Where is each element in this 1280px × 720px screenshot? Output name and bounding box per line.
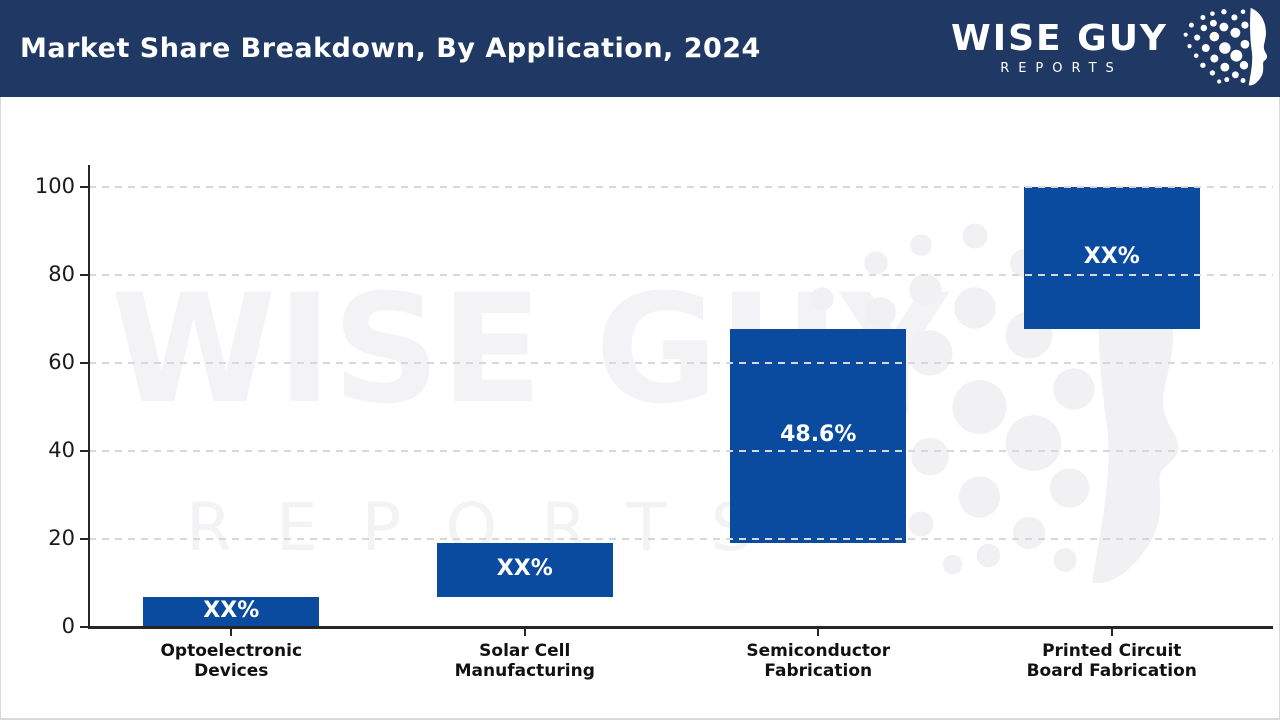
bar (1023, 187, 1200, 330)
y-tick (80, 362, 89, 364)
category-label: Printed Circuit Board Fabrication (1026, 641, 1197, 681)
y-tick (80, 450, 89, 452)
bar-value-label: 48.6% (780, 422, 857, 448)
ytick-label: 0 (61, 614, 75, 638)
brand-text: WISE GUY REPORTS (950, 18, 1168, 77)
ytick-label: 40 (48, 438, 75, 462)
ytick-label: 80 (48, 262, 75, 286)
bar (143, 597, 320, 627)
category-label: Optoelectronic Devices (160, 641, 303, 681)
bar (436, 542, 613, 598)
x-tick (523, 627, 526, 636)
y-tick (80, 186, 89, 188)
ytick-label: 20 (48, 526, 75, 550)
wise-guy-head-icon (1183, 7, 1268, 85)
gridline (89, 186, 1273, 188)
brand-subtitle: REPORTS (1000, 61, 1123, 76)
chart-area: WISE GUY REPORTS XX% Optoelectronic Device… (0, 97, 1280, 720)
page-title: Market Share Breakdown, By Application, … (20, 33, 761, 64)
category-label: Semiconductor Fabrication (746, 641, 891, 681)
gridline (89, 538, 1273, 540)
y-tick (80, 274, 89, 276)
y-tick (80, 538, 89, 540)
gridline (89, 362, 1273, 364)
ytick-label: 100 (34, 174, 75, 198)
bar-value-label: XX% (1083, 244, 1140, 270)
gridline (89, 450, 1273, 452)
x-tick (1110, 627, 1113, 636)
bar-value-label: XX% (496, 556, 553, 582)
x-tick (817, 627, 820, 636)
ytick-label: 60 (48, 350, 75, 374)
brand-logo: WISE GUY REPORTS (951, 6, 1272, 92)
y-axis (88, 165, 90, 629)
header: Market Share Breakdown, By Application, … (0, 0, 1280, 97)
bar-value-label: XX% (203, 598, 260, 624)
x-axis (88, 626, 1273, 629)
gridline (89, 274, 1273, 276)
bar (730, 329, 907, 543)
category-label: Solar Cell Manufacturing (454, 641, 595, 681)
brand-name: WISE GUY (950, 18, 1168, 59)
y-tick (80, 626, 89, 628)
x-tick (230, 627, 233, 636)
